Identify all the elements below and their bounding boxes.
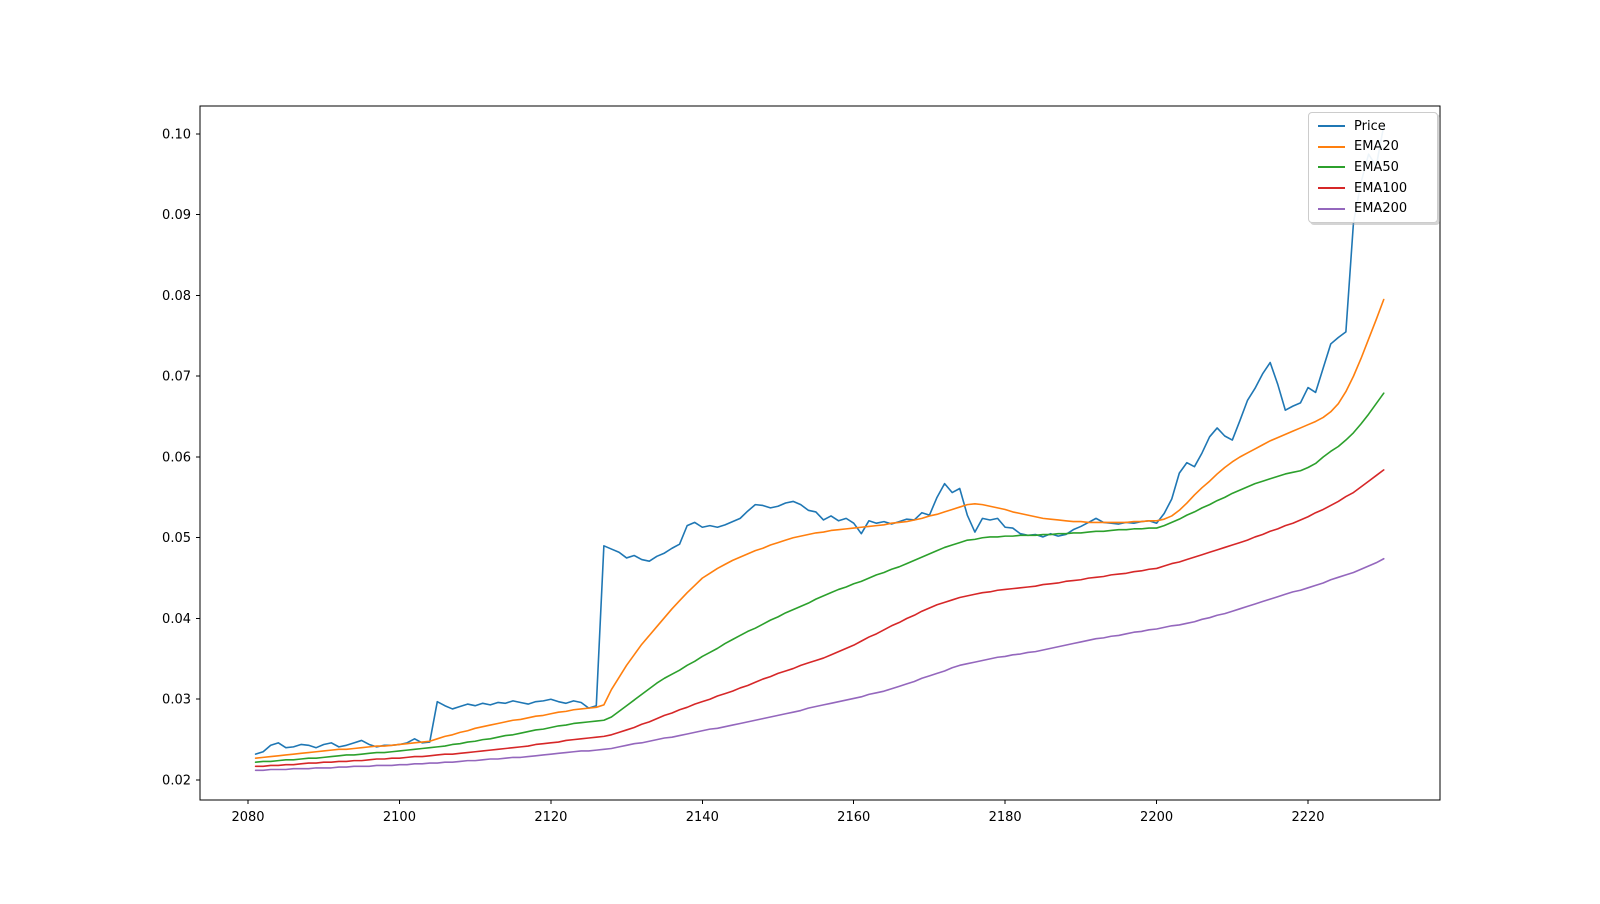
legend-line-sample — [1318, 187, 1345, 190]
x-tick-label: 2220 — [1291, 810, 1324, 825]
y-tick-label: 0.07 — [162, 370, 191, 385]
x-tick-label: 2100 — [383, 810, 416, 825]
legend-item: EMA20 — [1309, 138, 1437, 156]
legend-label: EMA50 — [1354, 159, 1399, 175]
legend-item: EMA50 — [1309, 158, 1437, 176]
legend-item: EMA100 — [1309, 179, 1437, 197]
x-tick-label: 2080 — [231, 810, 264, 825]
y-tick-label: 0.04 — [162, 612, 191, 627]
legend-item: EMA200 — [1309, 200, 1437, 218]
legend-line-sample — [1318, 166, 1345, 169]
series-line-ema50 — [254, 392, 1385, 764]
x-tick-label: 2200 — [1140, 810, 1173, 825]
legend-line-sample — [1318, 125, 1345, 128]
y-tick-label: 0.02 — [162, 773, 191, 788]
legend: Price EMA20 EMA50 EMA100 EMA200 — [1308, 112, 1438, 223]
legend-line-sample — [1318, 207, 1345, 210]
y-tick-label: 0.10 — [162, 127, 191, 142]
legend-label: EMA20 — [1354, 139, 1399, 155]
legend-label: EMA100 — [1354, 180, 1408, 196]
x-tick-label: 2160 — [837, 810, 870, 825]
legend-label: Price — [1354, 118, 1386, 134]
series-line-ema20 — [254, 298, 1385, 760]
series-line-ema100 — [254, 469, 1385, 768]
series-line-ema200 — [254, 557, 1385, 772]
y-tick-label: 0.05 — [162, 531, 191, 546]
x-tick-label: 2180 — [989, 810, 1022, 825]
series-line-price — [254, 125, 1385, 755]
legend-label: EMA200 — [1354, 201, 1408, 217]
legend-item: Price — [1309, 117, 1437, 135]
legend-line-sample — [1318, 145, 1345, 148]
plot-border — [199, 105, 1441, 801]
y-tick-label: 0.03 — [162, 693, 191, 708]
y-tick-label: 0.06 — [162, 450, 191, 465]
y-tick-label: 0.08 — [162, 289, 191, 304]
x-tick-label: 2140 — [686, 810, 719, 825]
y-tick-label: 0.09 — [162, 208, 191, 223]
x-tick-label: 2120 — [534, 810, 567, 825]
